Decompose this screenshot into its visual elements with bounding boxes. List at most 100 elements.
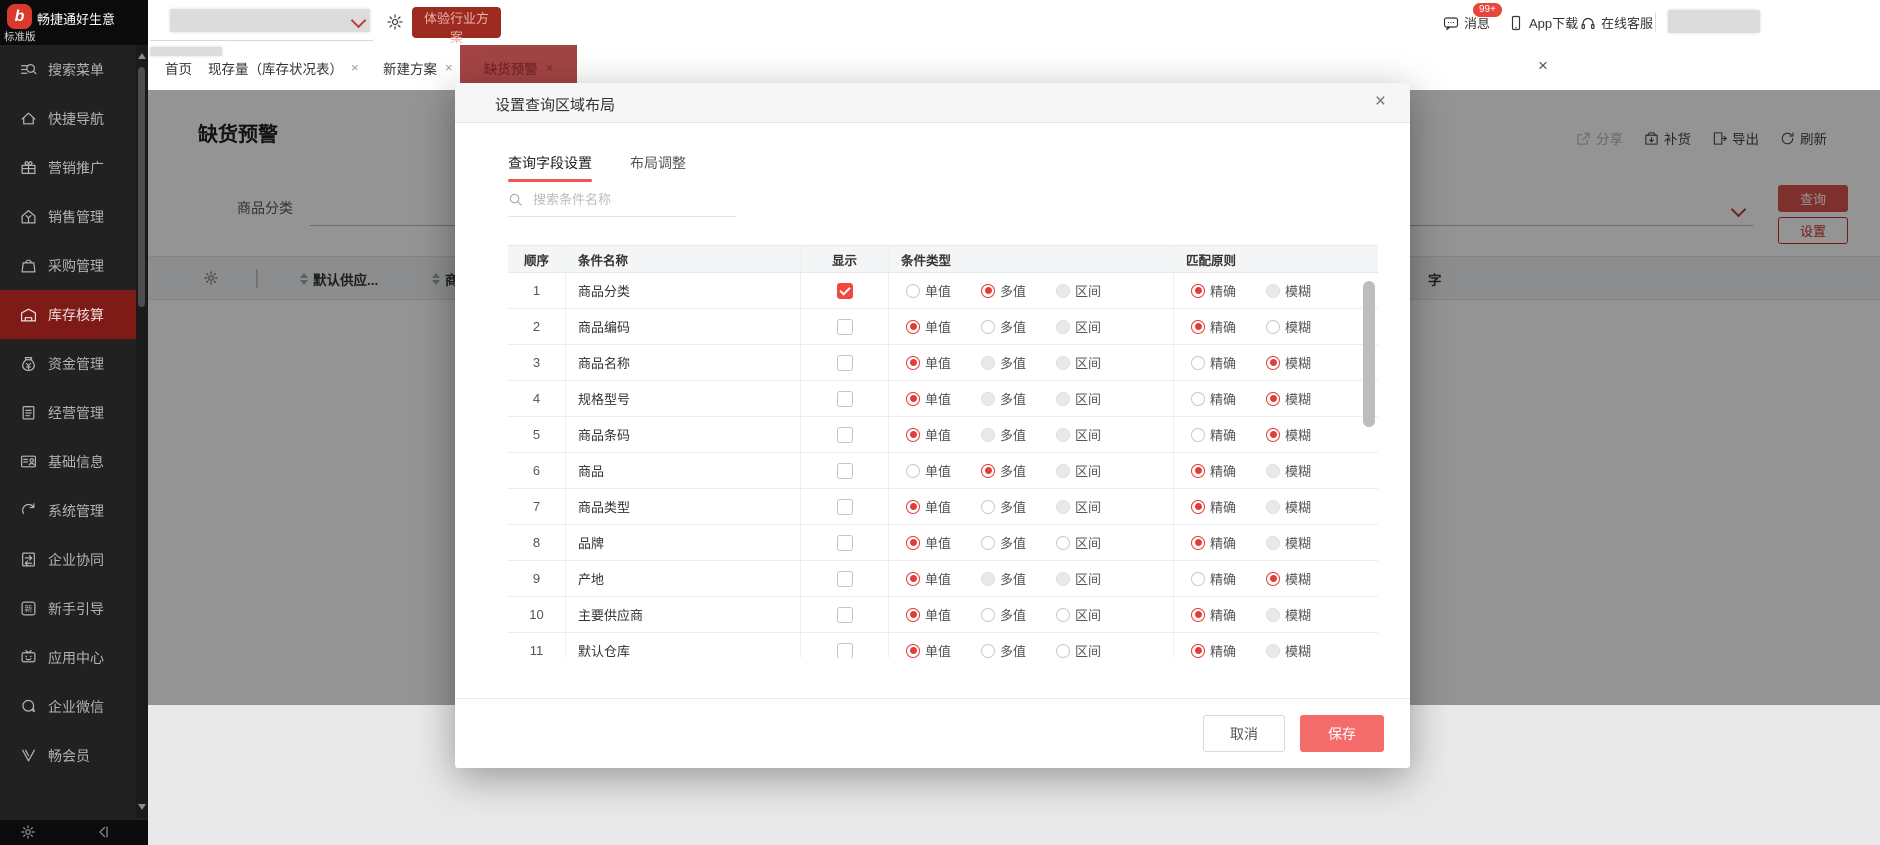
radio-option-单值[interactable]: 单值 — [906, 569, 951, 588]
radio-option-精确[interactable]: 精确 — [1191, 281, 1236, 300]
radio-selected-icon[interactable] — [906, 607, 920, 622]
radio-selected-icon[interactable] — [1191, 607, 1205, 622]
tab-新建方案[interactable]: 新建方案 × — [383, 45, 461, 90]
checkbox-unchecked[interactable] — [836, 426, 853, 443]
radio-unselected-icon[interactable] — [981, 319, 996, 334]
radio-option-单值[interactable]: 单值 — [906, 317, 951, 336]
radio-selected-icon[interactable] — [1266, 427, 1281, 442]
radio-selected-icon[interactable] — [906, 571, 920, 586]
sidebar-item-marketing[interactable]: 营销推广 — [0, 143, 136, 192]
user-account-redacted[interactable] — [1668, 10, 1760, 33]
checkbox-unchecked[interactable] — [836, 318, 853, 335]
radio-selected-icon[interactable] — [906, 391, 920, 406]
radio-option-多值[interactable]: 多值 — [981, 317, 1026, 336]
checkbox-unchecked[interactable] — [836, 570, 853, 587]
radio-option-区间[interactable]: 区间 — [1056, 533, 1101, 552]
toolbar-refresh-button[interactable]: 刷新 — [1780, 128, 1827, 148]
sidebar-item-purchase[interactable]: 采购管理 — [0, 241, 136, 290]
radio-unselected-icon[interactable] — [906, 283, 920, 298]
query-button[interactable]: 查询 — [1778, 185, 1848, 212]
radio-unselected-icon[interactable] — [1266, 319, 1281, 334]
modal-tab-查询字段设置[interactable]: 查询字段设置 — [508, 153, 592, 182]
radio-option-多值[interactable]: 多值 — [981, 461, 1026, 480]
checkbox-checked[interactable] — [836, 282, 853, 299]
radio-selected-icon[interactable] — [1191, 643, 1205, 658]
sort-icon[interactable] — [432, 273, 440, 285]
radio-selected-icon[interactable] — [981, 463, 996, 478]
settings-button[interactable]: 设置 — [1778, 217, 1848, 244]
sidebar-item-newbie-guide[interactable]: 新 新手引导 — [0, 584, 136, 633]
radio-option-模糊[interactable]: 模糊 — [1266, 569, 1311, 588]
save-button[interactable]: 保存 — [1300, 715, 1384, 752]
modal-tab-布局调整[interactable]: 布局调整 — [630, 155, 686, 171]
radio-selected-icon[interactable] — [1191, 463, 1205, 478]
radio-option-单值[interactable]: 单值 — [906, 425, 951, 444]
radio-option-多值[interactable]: 多值 — [981, 497, 1026, 516]
radio-selected-icon[interactable] — [906, 499, 920, 514]
close-icon[interactable]: × — [545, 60, 554, 75]
radio-unselected-icon[interactable] — [1191, 427, 1205, 442]
radio-option-多值[interactable]: 多值 — [981, 533, 1026, 552]
tab-缺货预警[interactable]: 缺货预警 × — [460, 45, 577, 90]
radio-unselected-icon[interactable] — [981, 643, 996, 658]
cancel-button[interactable]: 取消 — [1203, 715, 1285, 752]
sidebar-item-collaboration[interactable]: 企业协同 — [0, 535, 136, 584]
org-selector-redacted[interactable] — [170, 9, 370, 32]
close-icon[interactable]: × — [445, 60, 453, 75]
radio-selected-icon[interactable] — [1266, 391, 1281, 406]
sidebar-settings-icon[interactable] — [20, 824, 36, 840]
radio-option-单值[interactable]: 单值 — [906, 497, 951, 516]
radio-option-多值[interactable]: 多值 — [981, 605, 1026, 624]
messages-item[interactable]: 消息 — [1443, 13, 1490, 32]
table-body[interactable]: 1 商品分类 单值 多值 区间 精确 模糊 2 商品编码 单值 多值 区间 精确 模糊 3 商品名称 单值 多值区… — [508, 273, 1378, 658]
toolbar-export-button[interactable]: 导出 — [1712, 128, 1759, 148]
grid-column-default-supplier[interactable]: 默认供应... — [300, 269, 378, 289]
radio-selected-icon[interactable] — [906, 427, 920, 442]
radio-selected-icon[interactable] — [906, 355, 920, 370]
radio-option-单值[interactable]: 单值 — [906, 605, 951, 624]
radio-option-单值[interactable]: 单值 — [906, 533, 951, 552]
radio-option-单值[interactable]: 单值 — [906, 641, 951, 658]
radio-option-单值[interactable]: 单值 — [906, 353, 951, 372]
radio-option-精确[interactable]: 精确 — [1191, 317, 1236, 336]
sidebar-item-wecom[interactable]: 企业微信 — [0, 682, 136, 731]
scroll-up-icon[interactable] — [138, 53, 146, 59]
sidebar-item-quick-nav[interactable]: 快捷导航 — [0, 94, 136, 143]
sidebar-item-funds[interactable]: 资金管理 — [0, 339, 136, 388]
radio-selected-icon[interactable] — [1191, 535, 1205, 550]
radio-unselected-icon[interactable] — [1056, 535, 1071, 550]
radio-option-模糊[interactable]: 模糊 — [1266, 425, 1311, 444]
radio-option-区间[interactable]: 区间 — [1056, 605, 1101, 624]
checkbox-unchecked[interactable] — [836, 498, 853, 515]
radio-selected-icon[interactable] — [1266, 571, 1281, 586]
radio-option-模糊[interactable]: 模糊 — [1266, 317, 1311, 336]
sort-icon[interactable] — [300, 273, 308, 285]
grid-select-all-checkbox[interactable] — [256, 269, 258, 288]
radio-unselected-icon[interactable] — [906, 463, 920, 478]
radio-option-精确[interactable]: 精确 — [1191, 605, 1236, 624]
scroll-down-icon[interactable] — [138, 804, 146, 810]
radio-selected-icon[interactable] — [1191, 499, 1205, 514]
radio-option-精确[interactable]: 精确 — [1191, 641, 1236, 658]
sidebar-item-sales[interactable]: 销售管理 — [0, 192, 136, 241]
radio-unselected-icon[interactable] — [1191, 355, 1205, 370]
radio-option-区间[interactable]: 区间 — [1056, 641, 1101, 658]
close-icon[interactable]: × — [1538, 56, 1548, 75]
scrollbar-thumb[interactable] — [138, 67, 145, 307]
checkbox-unchecked[interactable] — [836, 354, 853, 371]
radio-option-多值[interactable]: 多值 — [981, 641, 1026, 658]
radio-option-单值[interactable]: 单值 — [906, 461, 951, 480]
search-input[interactable] — [531, 191, 715, 208]
radio-unselected-icon[interactable] — [1191, 391, 1205, 406]
radio-option-精确[interactable]: 精确 — [1191, 497, 1236, 516]
radio-option-多值[interactable]: 多值 — [981, 281, 1026, 300]
radio-selected-icon[interactable] — [906, 643, 920, 658]
radio-selected-icon[interactable] — [1191, 319, 1205, 334]
sidebar-item-member[interactable]: 畅会员 — [0, 731, 136, 780]
sidebar-item-system[interactable]: 系统管理 — [0, 486, 136, 535]
radio-option-模糊[interactable]: 模糊 — [1266, 389, 1311, 408]
online-support-item[interactable]: 在线客服 — [1580, 13, 1653, 32]
trial-plan-button[interactable]: 体验行业方案 — [412, 7, 501, 45]
radio-option-精确[interactable]: 精确 — [1191, 389, 1236, 408]
sidebar-item-operation[interactable]: 经营管理 — [0, 388, 136, 437]
